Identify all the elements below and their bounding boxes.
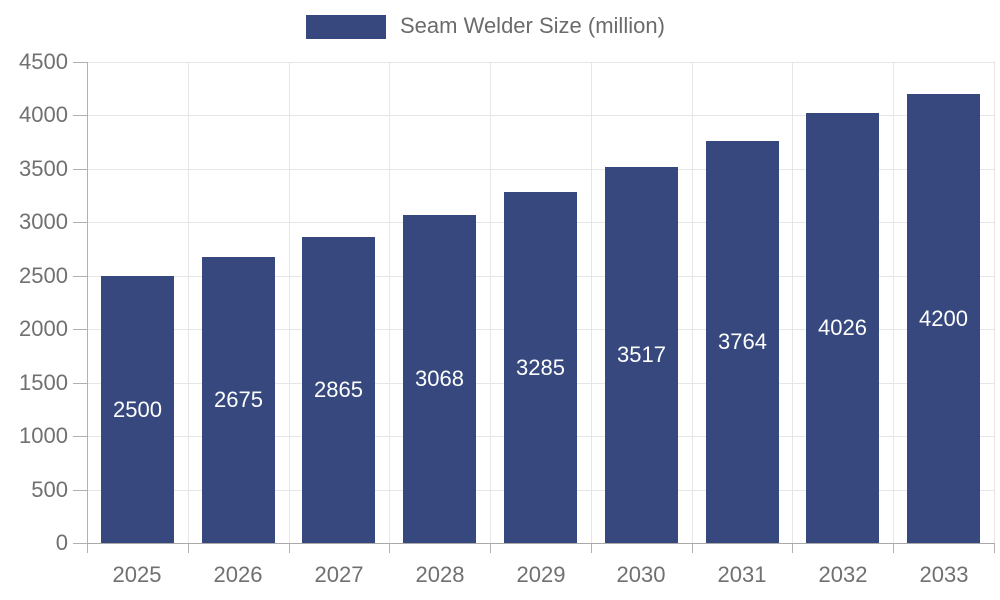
gridline-vertical (792, 62, 793, 543)
x-axis-tick (591, 543, 592, 553)
gridline-vertical (389, 62, 390, 543)
bar[interactable]: 4200 (907, 94, 980, 543)
bar-value-label: 3068 (415, 366, 464, 391)
legend-item[interactable]: Seam Welder Size (million) (306, 12, 665, 40)
y-tick-label: 1500 (19, 370, 68, 395)
bar[interactable]: 3285 (504, 192, 577, 543)
bar[interactable]: 2500 (101, 276, 174, 543)
y-tick-label: 1000 (19, 423, 68, 448)
bar[interactable]: 4026 (806, 113, 879, 543)
bar[interactable]: 2865 (302, 237, 375, 543)
x-tick-label: 2026 (213, 562, 263, 587)
x-axis-line (87, 543, 994, 544)
x-axis-tick (893, 543, 894, 553)
y-tick-label: 3500 (19, 156, 68, 181)
x-tick-label: 2033 (919, 562, 969, 587)
x-tick-label: 2032 (818, 562, 868, 587)
bar-value-label: 4200 (919, 305, 968, 331)
y-axis-labels: 0 500 1000 1500 2000 2500 3000 3500 4000 4500 (0, 49, 68, 555)
y-tick-label: 4500 (19, 49, 68, 74)
y-tick-label: 0 (55, 530, 68, 555)
bar-value-label: 2865 (314, 377, 363, 402)
x-tick-label: 2030 (616, 562, 666, 587)
x-axis-tick (289, 543, 290, 553)
gridline-vertical (289, 62, 290, 543)
x-axis-tick (994, 543, 995, 553)
bar[interactable]: 3068 (403, 215, 476, 543)
gridline-vertical (994, 62, 995, 543)
y-axis-tick (73, 115, 87, 116)
y-axis-tick (73, 62, 87, 63)
y-tick-label: 3000 (19, 209, 68, 234)
legend-label: Seam Welder Size (million) (400, 13, 665, 38)
y-tick-label: 4000 (19, 102, 68, 127)
gridline-vertical (490, 62, 491, 543)
y-axis-line (87, 62, 88, 553)
bar-value-label: 3285 (516, 354, 565, 380)
gridline-vertical (893, 62, 894, 543)
bar-value-label: 2500 (113, 396, 162, 422)
x-tick-label: 2029 (516, 562, 566, 587)
bar[interactable]: 3764 (706, 141, 779, 543)
x-axis-tick (490, 543, 491, 553)
plot-area: 2500 2675 2865 3068 3285 3517 3764 4026 4200 (73, 62, 995, 553)
y-axis-tick (73, 222, 87, 223)
y-axis-tick (73, 169, 87, 170)
x-tick-label: 2027 (314, 562, 364, 587)
bar[interactable]: 3517 (605, 167, 678, 543)
gridline-horizontal (87, 169, 994, 170)
y-axis-tick (73, 329, 87, 330)
bar-value-label: 2675 (214, 387, 263, 412)
x-axis-labels: 2025 2026 2027 2028 2029 2030 2031 2032 2033 (87, 559, 994, 591)
bar-value-label: 3764 (718, 329, 767, 354)
bar[interactable]: 2675 (202, 257, 275, 543)
bar-value-label: 3517 (617, 342, 666, 367)
y-tick-label: 2000 (19, 316, 68, 341)
legend-swatch (306, 15, 386, 39)
gridline-horizontal (87, 62, 994, 63)
x-axis-tick (692, 543, 693, 553)
x-axis-tick (389, 543, 390, 553)
y-tick-label: 500 (31, 477, 68, 502)
x-tick-label: 2028 (415, 562, 465, 587)
gridline-horizontal (87, 115, 994, 116)
y-axis-tick (73, 436, 87, 437)
gridline-vertical (188, 62, 189, 543)
y-axis-tick (73, 490, 87, 491)
x-tick-label: 2031 (717, 562, 767, 587)
y-axis-tick (73, 383, 87, 384)
gridline-vertical (591, 62, 592, 543)
bar-value-label: 4026 (818, 315, 867, 340)
x-tick-label: 2025 (112, 562, 162, 587)
x-axis-tick (188, 543, 189, 553)
y-axis-tick (73, 543, 87, 544)
x-axis-tick (792, 543, 793, 553)
gridline-vertical (692, 62, 693, 543)
y-tick-label: 2500 (19, 263, 68, 288)
y-axis-tick (73, 276, 87, 277)
